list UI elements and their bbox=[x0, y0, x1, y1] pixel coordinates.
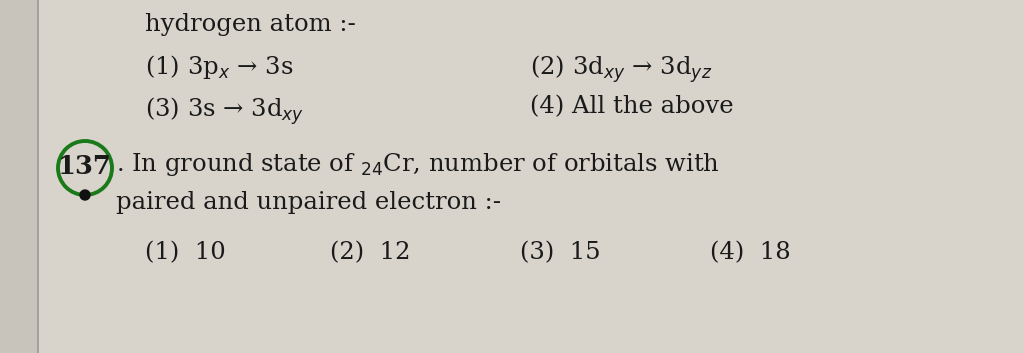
Text: (4)  18: (4) 18 bbox=[710, 241, 791, 264]
Text: (1)  10: (1) 10 bbox=[145, 241, 225, 264]
Circle shape bbox=[80, 190, 90, 200]
Text: . In ground state of $_{24}$Cr, number of orbitals with: . In ground state of $_{24}$Cr, number o… bbox=[116, 151, 720, 178]
Text: (1) 3p$_x$ → 3s: (1) 3p$_x$ → 3s bbox=[145, 53, 294, 81]
Text: (3)  15: (3) 15 bbox=[520, 241, 601, 264]
Text: 137: 137 bbox=[58, 155, 112, 179]
Bar bbox=[0, 0, 38, 353]
Text: hydrogen atom :-: hydrogen atom :- bbox=[145, 13, 356, 36]
Text: (2) 3d$_{xy}$ → 3d$_{yz}$: (2) 3d$_{xy}$ → 3d$_{yz}$ bbox=[530, 53, 713, 85]
Text: paired and unpaired electron :-: paired and unpaired electron :- bbox=[116, 191, 501, 214]
Text: (4) All the above: (4) All the above bbox=[530, 95, 733, 118]
Text: (3) 3s → 3d$_{xy}$: (3) 3s → 3d$_{xy}$ bbox=[145, 95, 304, 127]
Text: (2)  12: (2) 12 bbox=[330, 241, 411, 264]
